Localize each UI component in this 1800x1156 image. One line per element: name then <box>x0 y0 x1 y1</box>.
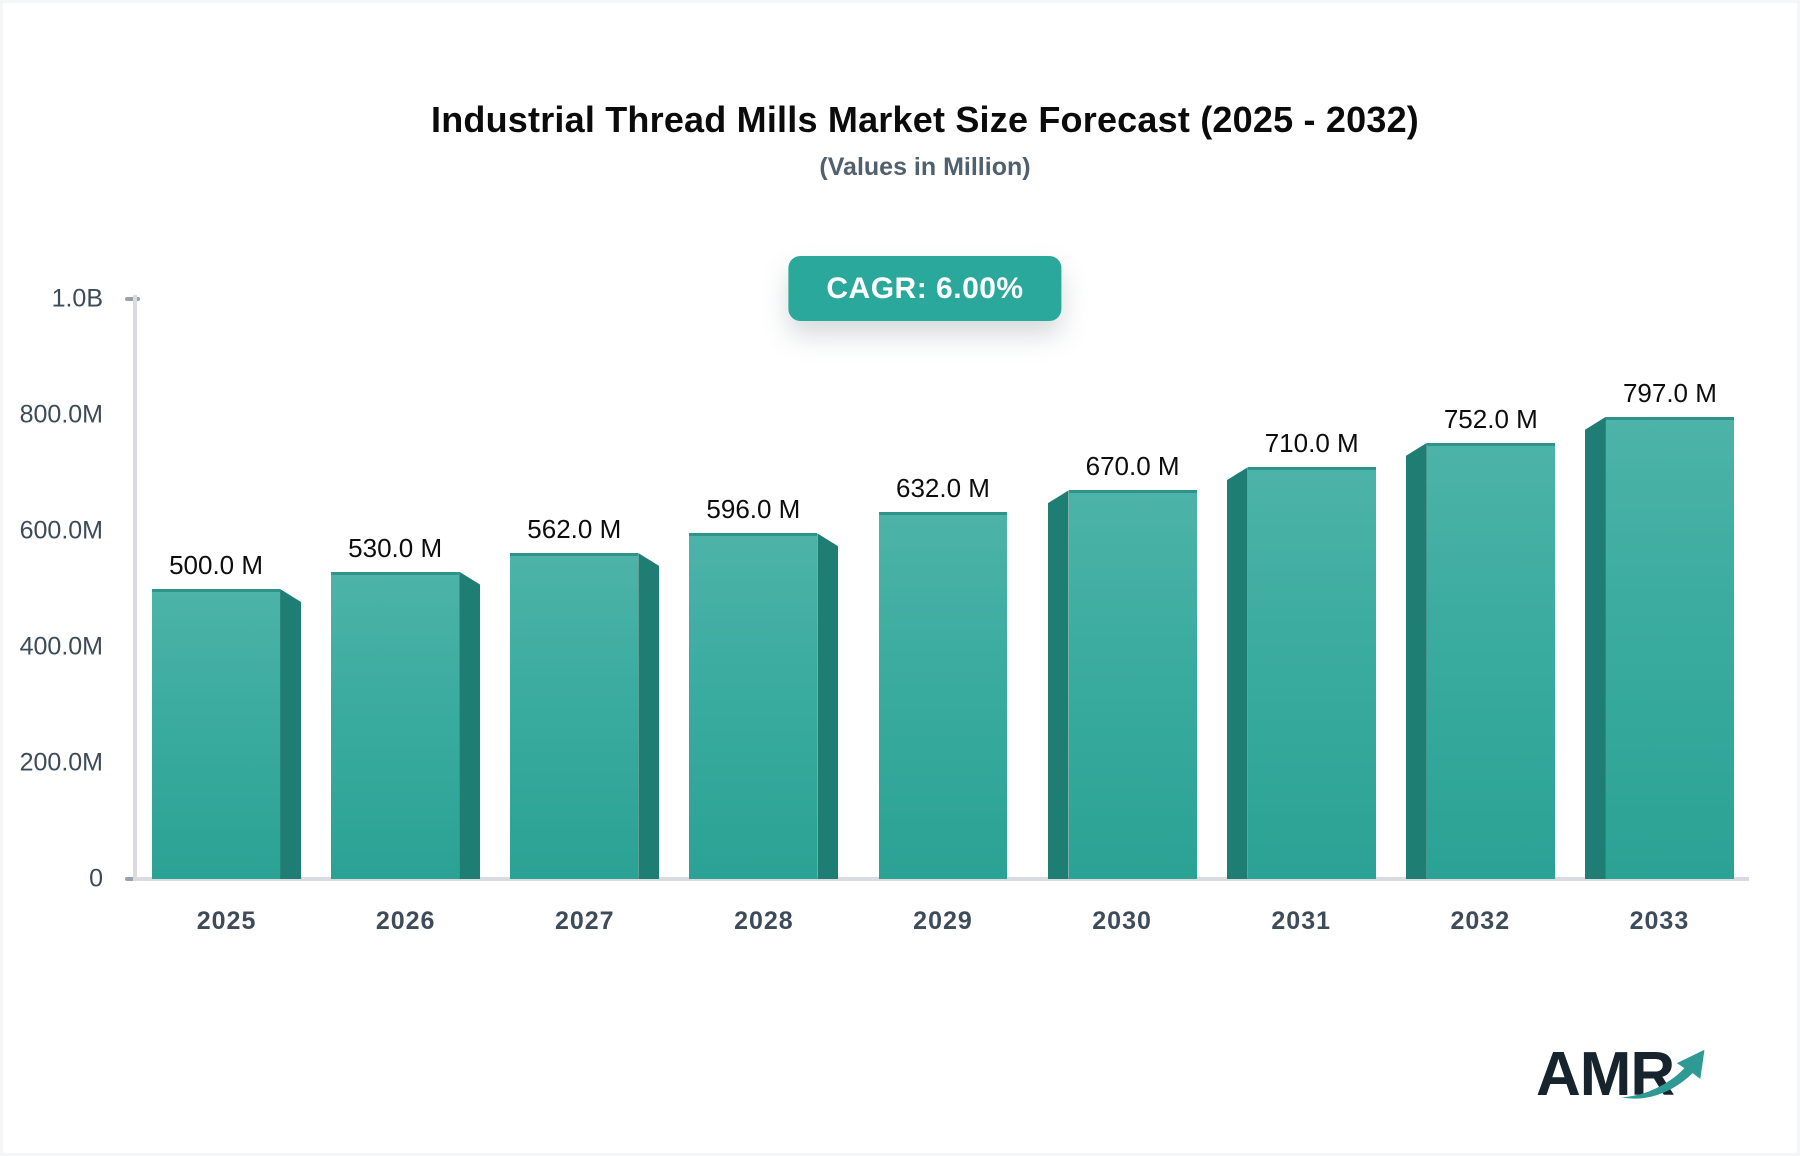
amr-logo-text: AMR <box>1536 1040 1675 1109</box>
bar-side-face <box>1584 416 1606 879</box>
x-axis-label: 2028 <box>734 907 794 935</box>
bar-front-face <box>1068 490 1197 879</box>
cagr-badge: CAGR: 6.00% <box>788 256 1062 321</box>
bar-value-label: 710.0 M <box>1264 428 1359 459</box>
bar-front-face <box>1426 442 1555 879</box>
bar-front-face <box>1605 416 1734 879</box>
bar-2029[interactable]: 632.0 M <box>878 473 1007 879</box>
bar-side-face <box>1047 490 1069 879</box>
bar-2025[interactable]: 500.0 M <box>152 550 302 879</box>
bar-side-face <box>817 533 839 879</box>
bar-2032[interactable]: 752.0 M <box>1405 404 1555 879</box>
bar-value-label: 530.0 M <box>348 532 443 563</box>
y-tick-mark <box>125 297 140 301</box>
x-axis-label: 2032 <box>1450 907 1511 935</box>
amr-logo: AMR <box>1536 1039 1711 1109</box>
bar-side-face <box>638 553 660 879</box>
bar-2030[interactable]: 670.0 M <box>1047 451 1197 879</box>
bar-side-face <box>280 589 302 879</box>
bar-front-face <box>689 533 818 879</box>
x-axis-label: 2031 <box>1271 907 1332 935</box>
chart-subtitle: (Values in Million) <box>819 153 1031 181</box>
bar-column: 500.0 M <box>137 299 316 879</box>
y-tick-label: 1.0B <box>51 284 103 313</box>
bar-side-face <box>1405 442 1427 879</box>
x-axis-label: 2030 <box>1092 907 1152 935</box>
bar-2031[interactable]: 710.0 M <box>1226 428 1376 879</box>
bar-side-face <box>1226 467 1248 879</box>
x-axis-label: 2033 <box>1629 907 1690 935</box>
bar-side-face <box>459 571 481 879</box>
bar-value-label: 596.0 M <box>706 494 801 525</box>
y-tick-label: 800.0M <box>19 400 103 429</box>
x-axis-labels: 2025 2026 2027 2028 2029 2030 2031 2032 2033 <box>137 907 1749 936</box>
bar-column: 562.0 M <box>495 299 674 879</box>
bar-value-label: 752.0 M <box>1443 403 1538 434</box>
y-tick-label: 600.0M <box>19 516 103 545</box>
bar-2028[interactable]: 596.0 M <box>689 494 839 879</box>
bar-value-label: 562.0 M <box>527 514 622 545</box>
bars-area: 500.0 M 530.0 M 562.0 M 596.0 M 632.0 M 670.0… <box>137 299 1749 879</box>
bar-front-face <box>152 589 281 879</box>
x-axis-label: 2029 <box>913 907 973 935</box>
bar-2033[interactable]: 797.0 M <box>1584 378 1734 879</box>
y-axis-line <box>133 295 137 879</box>
bar-front-face <box>878 512 1007 879</box>
y-tick-label: 200.0M <box>19 748 103 777</box>
bar-column: 596.0 M <box>674 299 853 879</box>
growth-arrow-icon <box>1621 1049 1705 1099</box>
bar-value-label: 632.0 M <box>896 473 990 504</box>
bar-column: 632.0 M <box>853 299 1032 879</box>
bar-column: 752.0 M <box>1391 299 1570 879</box>
bar-front-face <box>331 571 460 879</box>
bar-front-face <box>510 553 639 879</box>
bar-column: 797.0 M <box>1570 299 1749 879</box>
x-axis-baseline <box>133 877 1749 881</box>
bar-front-face <box>1247 467 1376 879</box>
bar-value-label: 500.0 M <box>169 550 264 580</box>
bar-column: 710.0 M <box>1212 299 1391 879</box>
x-axis-label: 2027 <box>554 907 615 935</box>
x-axis-label: 2025 <box>196 907 257 935</box>
bar-2027[interactable]: 562.0 M <box>510 514 660 879</box>
bar-column: 670.0 M <box>1033 299 1212 879</box>
y-tick-label: 400.0M <box>19 632 103 661</box>
bar-column: 530.0 M <box>316 299 495 879</box>
y-tick-label: 0 <box>89 864 103 893</box>
x-axis-label: 2026 <box>375 907 436 935</box>
bar-value-label: 670.0 M <box>1085 451 1180 482</box>
chart-title: Industrial Thread Mills Market Size Fore… <box>431 99 1419 140</box>
y-tick-mark <box>125 877 140 881</box>
bar-value-label: 797.0 M <box>1622 377 1717 408</box>
bar-2026[interactable]: 530.0 M <box>331 533 481 879</box>
